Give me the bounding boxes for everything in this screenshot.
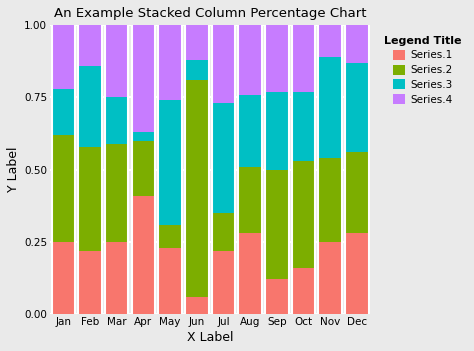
Bar — [132, 132, 155, 141]
Bar — [105, 144, 128, 242]
Bar — [78, 25, 102, 66]
Bar — [158, 225, 182, 248]
Bar — [319, 242, 342, 314]
Bar — [212, 25, 235, 103]
Bar — [345, 25, 369, 63]
Bar — [319, 25, 342, 57]
Y-axis label: Y Label: Y Label — [7, 147, 20, 192]
Bar — [52, 25, 75, 89]
Bar — [105, 25, 128, 98]
Bar — [292, 92, 315, 161]
Bar — [132, 25, 155, 132]
Bar — [319, 57, 342, 158]
Bar — [238, 95, 262, 167]
Bar — [158, 248, 182, 314]
Bar — [345, 63, 369, 152]
Bar — [265, 25, 289, 92]
Bar — [185, 80, 209, 297]
Bar — [52, 135, 75, 242]
Bar — [345, 152, 369, 233]
Title: An Example Stacked Column Percentage Chart: An Example Stacked Column Percentage Cha… — [54, 7, 366, 20]
Bar — [292, 268, 315, 314]
Bar — [292, 25, 315, 92]
Bar — [185, 297, 209, 314]
Bar — [345, 233, 369, 314]
Bar — [212, 251, 235, 314]
Bar — [132, 141, 155, 196]
Bar — [78, 147, 102, 251]
X-axis label: X Label: X Label — [187, 331, 233, 344]
Bar — [185, 25, 209, 60]
Bar — [238, 233, 262, 314]
Legend: Series.1, Series.2, Series.3, Series.4: Series.1, Series.2, Series.3, Series.4 — [379, 31, 466, 110]
Bar — [319, 158, 342, 242]
Bar — [105, 98, 128, 144]
Bar — [78, 251, 102, 314]
Bar — [212, 213, 235, 251]
Bar — [105, 242, 128, 314]
Bar — [158, 100, 182, 225]
Bar — [78, 66, 102, 147]
Bar — [185, 60, 209, 80]
Bar — [52, 89, 75, 135]
Bar — [265, 170, 289, 279]
Bar — [238, 167, 262, 233]
Bar — [212, 103, 235, 213]
Bar — [52, 242, 75, 314]
Bar — [265, 92, 289, 170]
Bar — [238, 25, 262, 95]
Bar — [132, 196, 155, 314]
Bar — [292, 161, 315, 268]
Bar — [265, 279, 289, 314]
Bar — [158, 25, 182, 100]
